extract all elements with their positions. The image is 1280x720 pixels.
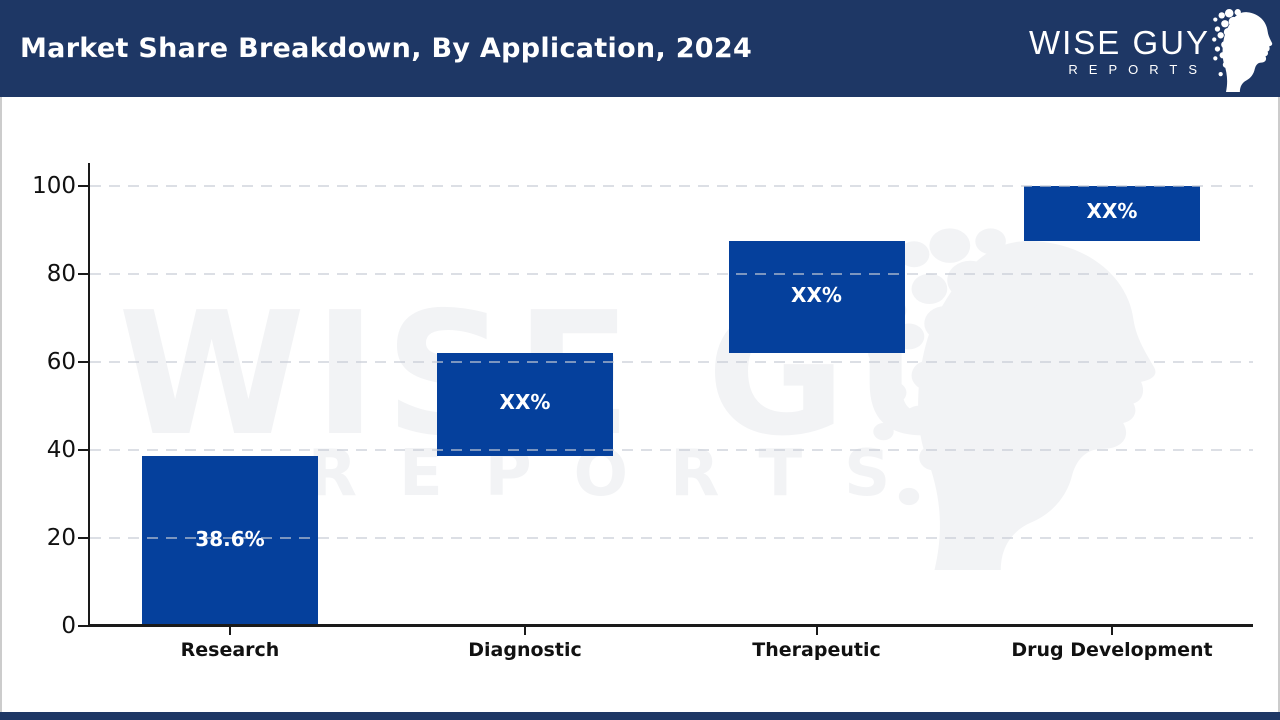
logo-subtext: REPORTS — [1068, 62, 1208, 77]
page-title: Market Share Breakdown, By Application, … — [20, 33, 753, 64]
x-tick-diagnostic — [524, 627, 526, 635]
gridline-20 — [90, 536, 1253, 539]
gridline-40 — [90, 448, 1253, 451]
footer-bar — [0, 712, 1280, 720]
x-tick-therapeutic — [815, 627, 818, 635]
bar-drug-development — [1024, 186, 1200, 241]
bar-value-label-research: 38.6% — [195, 526, 265, 551]
wiseguy-logo: WISE GUY REPORTS — [1008, 8, 1274, 92]
bar-research — [142, 455, 318, 626]
bar-value-label-drug-development: XX% — [1086, 199, 1138, 224]
x-tick-research — [229, 627, 231, 635]
x-axis-label-research: Research — [180, 639, 280, 661]
bar-diagnostic — [437, 353, 613, 456]
x-axis-label-therapeutic: Therapeutic — [752, 639, 881, 661]
y-tick-40 — [78, 448, 88, 451]
x-tick-drug-development — [1111, 627, 1113, 635]
y-tick-label-60: 60 — [46, 348, 76, 375]
y-axis-line — [88, 163, 90, 627]
y-tick-label-20: 20 — [46, 524, 76, 551]
gridline-80 — [90, 272, 1253, 275]
y-tick-label-80: 80 — [46, 260, 76, 287]
y-tick-20 — [78, 536, 88, 539]
y-tick-100 — [78, 185, 88, 187]
bar-value-label-diagnostic: XX% — [499, 390, 551, 415]
y-tick-80 — [78, 272, 88, 275]
right-border — [1278, 97, 1280, 713]
y-tick-60 — [78, 360, 88, 363]
x-axis-label-drug-development: Drug Development — [1011, 639, 1213, 661]
y-tick-label-0: 0 — [61, 612, 76, 639]
wiseguy-head-icon — [1212, 9, 1273, 92]
x-axis-line — [88, 624, 1253, 627]
y-tick-0 — [78, 624, 88, 627]
left-border — [0, 97, 2, 713]
y-tick-label-40: 40 — [46, 436, 76, 463]
y-tick-label-100: 100 — [32, 173, 76, 199]
gridline-100 — [90, 185, 1253, 187]
header-bar: Market Share Breakdown, By Application, … — [0, 0, 1280, 97]
gridline-60 — [90, 360, 1253, 363]
x-axis-label-diagnostic: Diagnostic — [468, 639, 582, 661]
bar-value-label-therapeutic: XX% — [791, 282, 842, 307]
bar-therapeutic — [728, 240, 905, 353]
logo-wordmark: WISE GUY — [1028, 24, 1210, 61]
